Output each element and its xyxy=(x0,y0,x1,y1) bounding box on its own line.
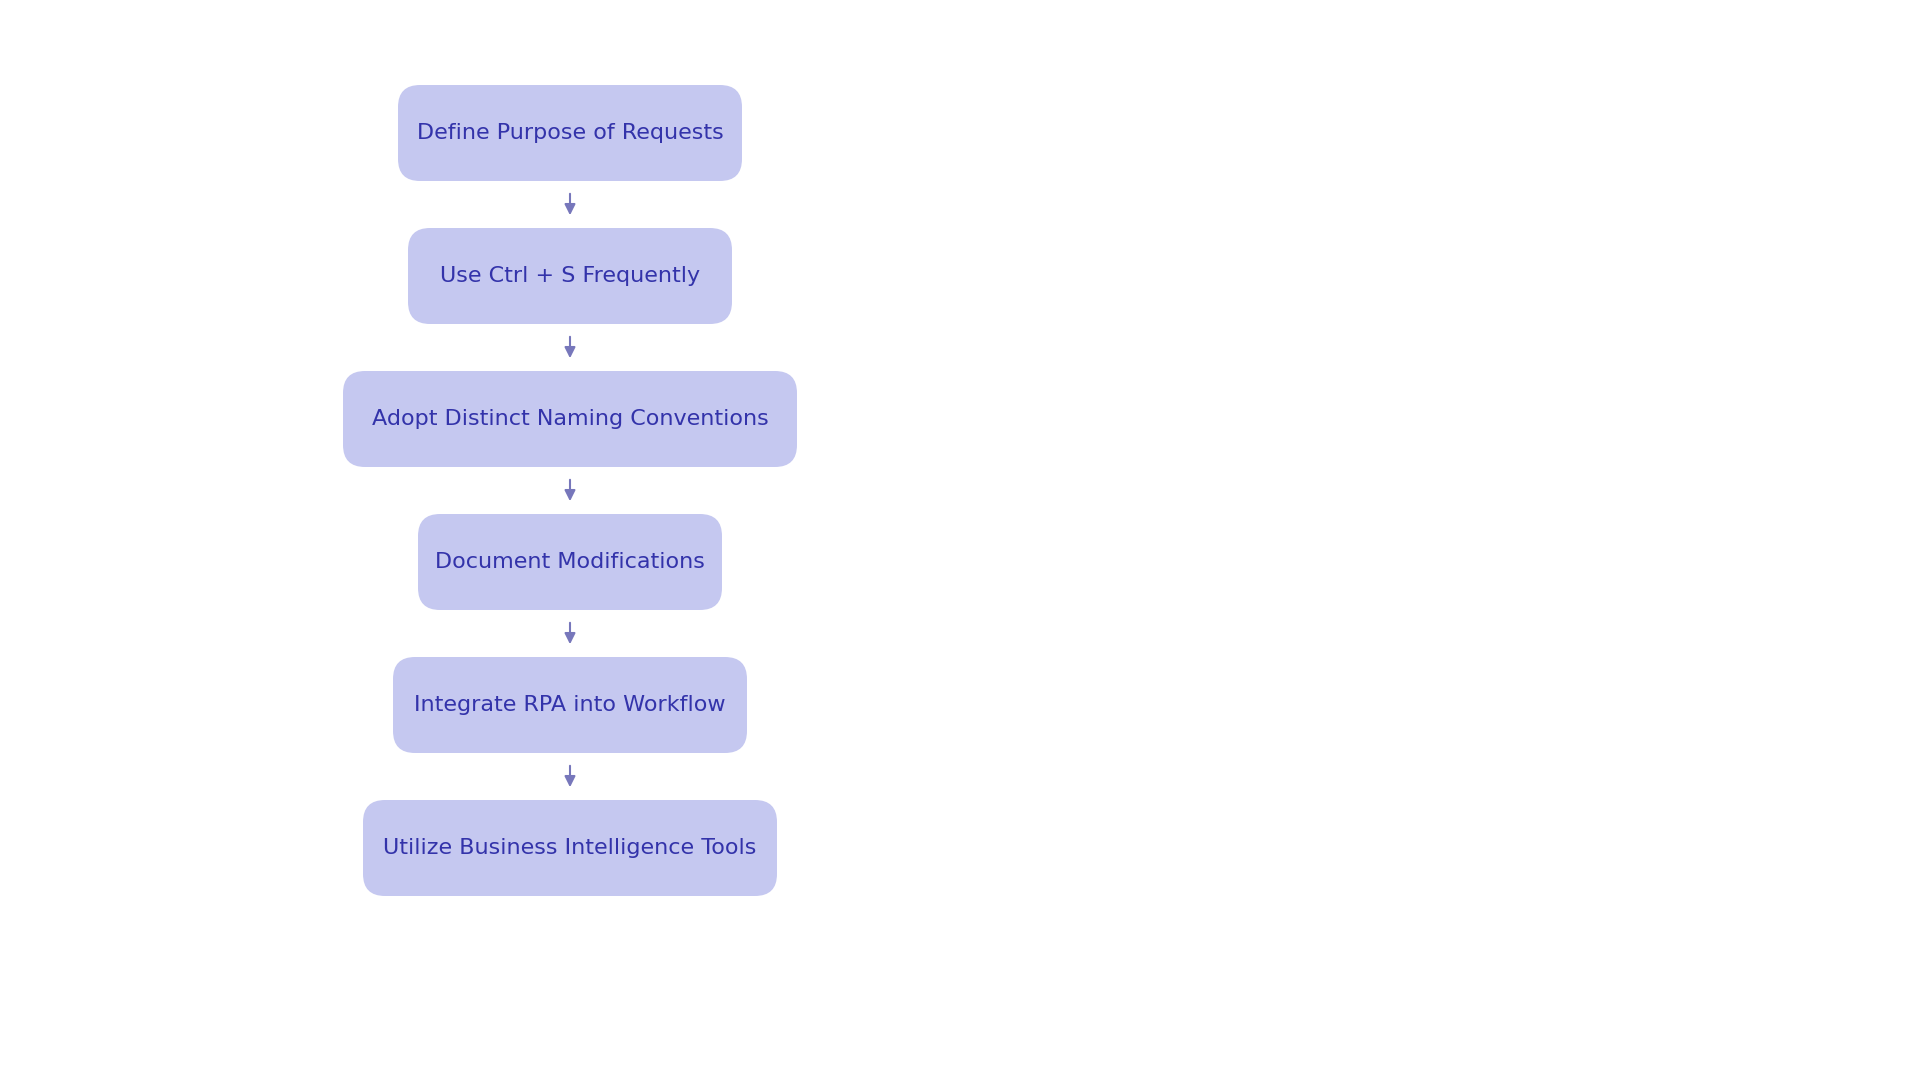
Text: Utilize Business Intelligence Tools: Utilize Business Intelligence Tools xyxy=(384,838,756,858)
Text: Document Modifications: Document Modifications xyxy=(436,552,705,572)
FancyBboxPatch shape xyxy=(397,84,741,181)
FancyBboxPatch shape xyxy=(344,371,797,467)
FancyBboxPatch shape xyxy=(363,800,778,896)
Text: Define Purpose of Requests: Define Purpose of Requests xyxy=(417,123,724,143)
Text: Integrate RPA into Workflow: Integrate RPA into Workflow xyxy=(415,695,726,715)
FancyBboxPatch shape xyxy=(394,657,747,753)
Text: Use Ctrl + S Frequently: Use Ctrl + S Frequently xyxy=(440,266,701,286)
FancyBboxPatch shape xyxy=(419,514,722,610)
FancyBboxPatch shape xyxy=(409,229,732,324)
Text: Adopt Distinct Naming Conventions: Adopt Distinct Naming Conventions xyxy=(372,409,768,429)
